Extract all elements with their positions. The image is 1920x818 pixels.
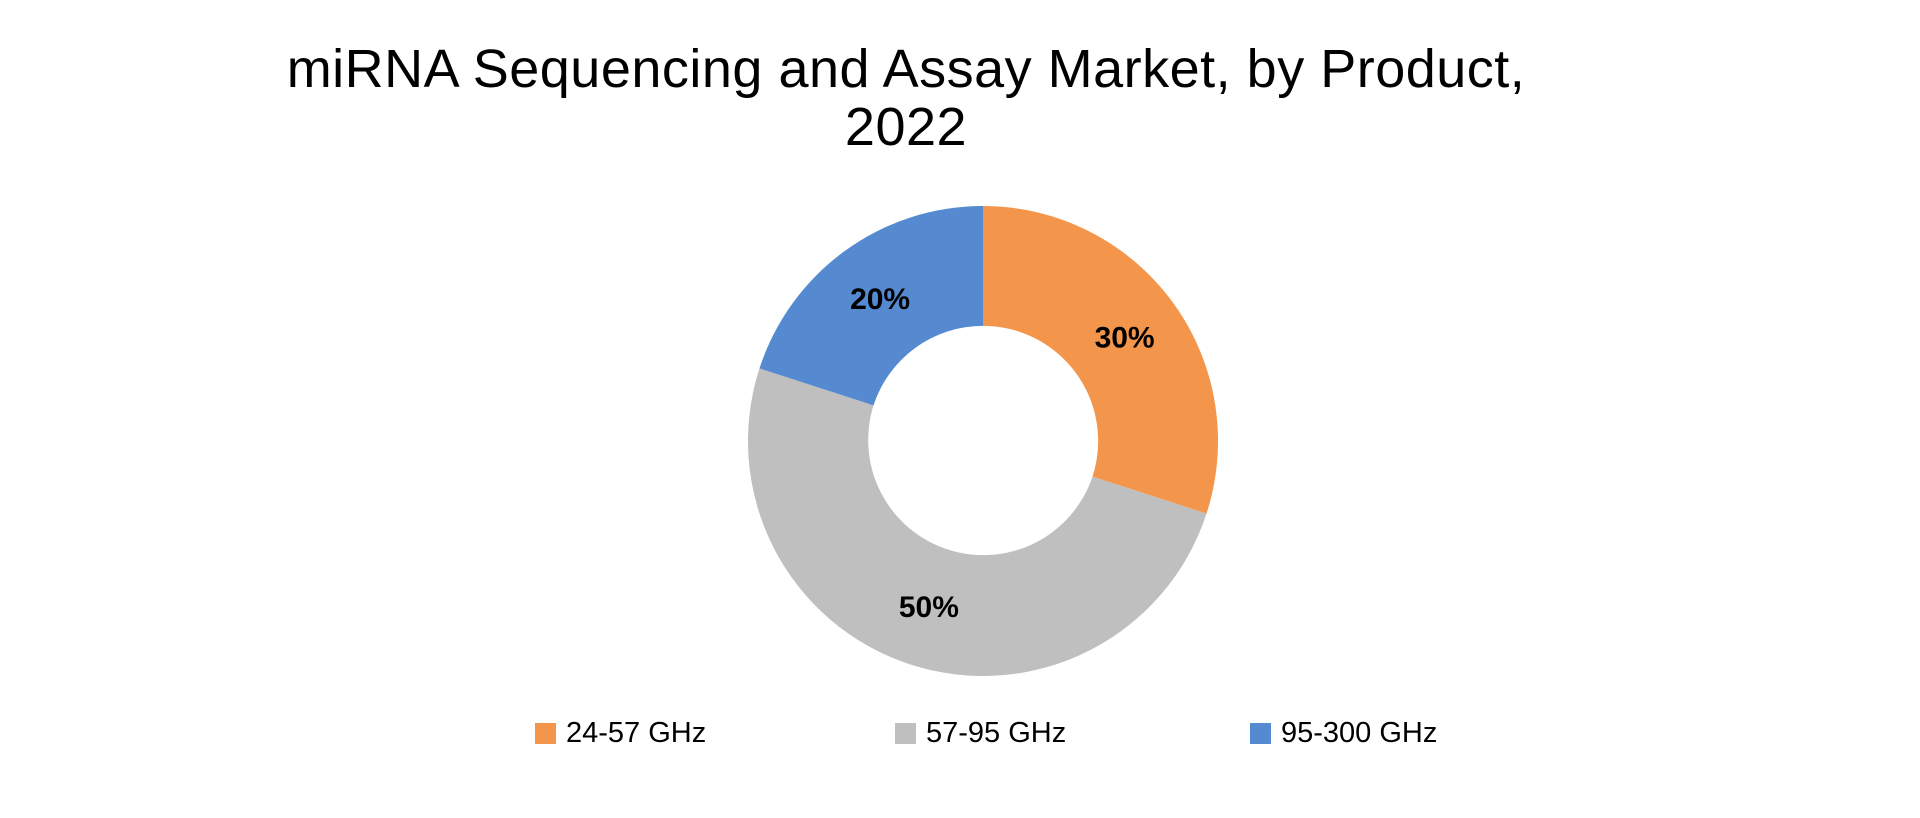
slice-data-label: 30% [1095,322,1155,355]
chart-title-line-1: miRNA Sequencing and Assay Market, by Pr… [286,39,1526,99]
chart-title-line-2: 2022 [844,97,968,157]
donut-slice-95-300-ghz [759,206,983,406]
legend-swatch-blue-icon [1250,722,1271,744]
legend-item-57-95-ghz: 57-95 GHz [895,716,1067,749]
legend-swatch-gray-icon [895,722,916,744]
legend-label: 95-300 GHz [1281,716,1438,749]
legend-label: 24-57 GHz [566,716,707,749]
legend-item-95-300-ghz: 95-300 GHz [1250,716,1438,749]
slice-data-label: 50% [899,591,959,624]
slice-data-label: 20% [850,283,910,316]
donut-chart: 30% 50% 20% [747,206,1219,677]
chart-legend: 24-57 GHz 57-95 GHz 95-300 GHz [0,716,1920,750]
legend-label: 57-95 GHz [926,716,1067,749]
donut-chart-svg: 30% 50% 20% [747,206,1219,677]
legend-swatch-orange-icon [535,722,556,744]
legend-item-24-57-ghz: 24-57 GHz [535,716,707,749]
chart-title: miRNA Sequencing and Assay Market, by Pr… [246,40,1566,156]
donut-slice-57-95-ghz [747,368,1207,677]
donut-slice-24-57-ghz [983,206,1219,514]
